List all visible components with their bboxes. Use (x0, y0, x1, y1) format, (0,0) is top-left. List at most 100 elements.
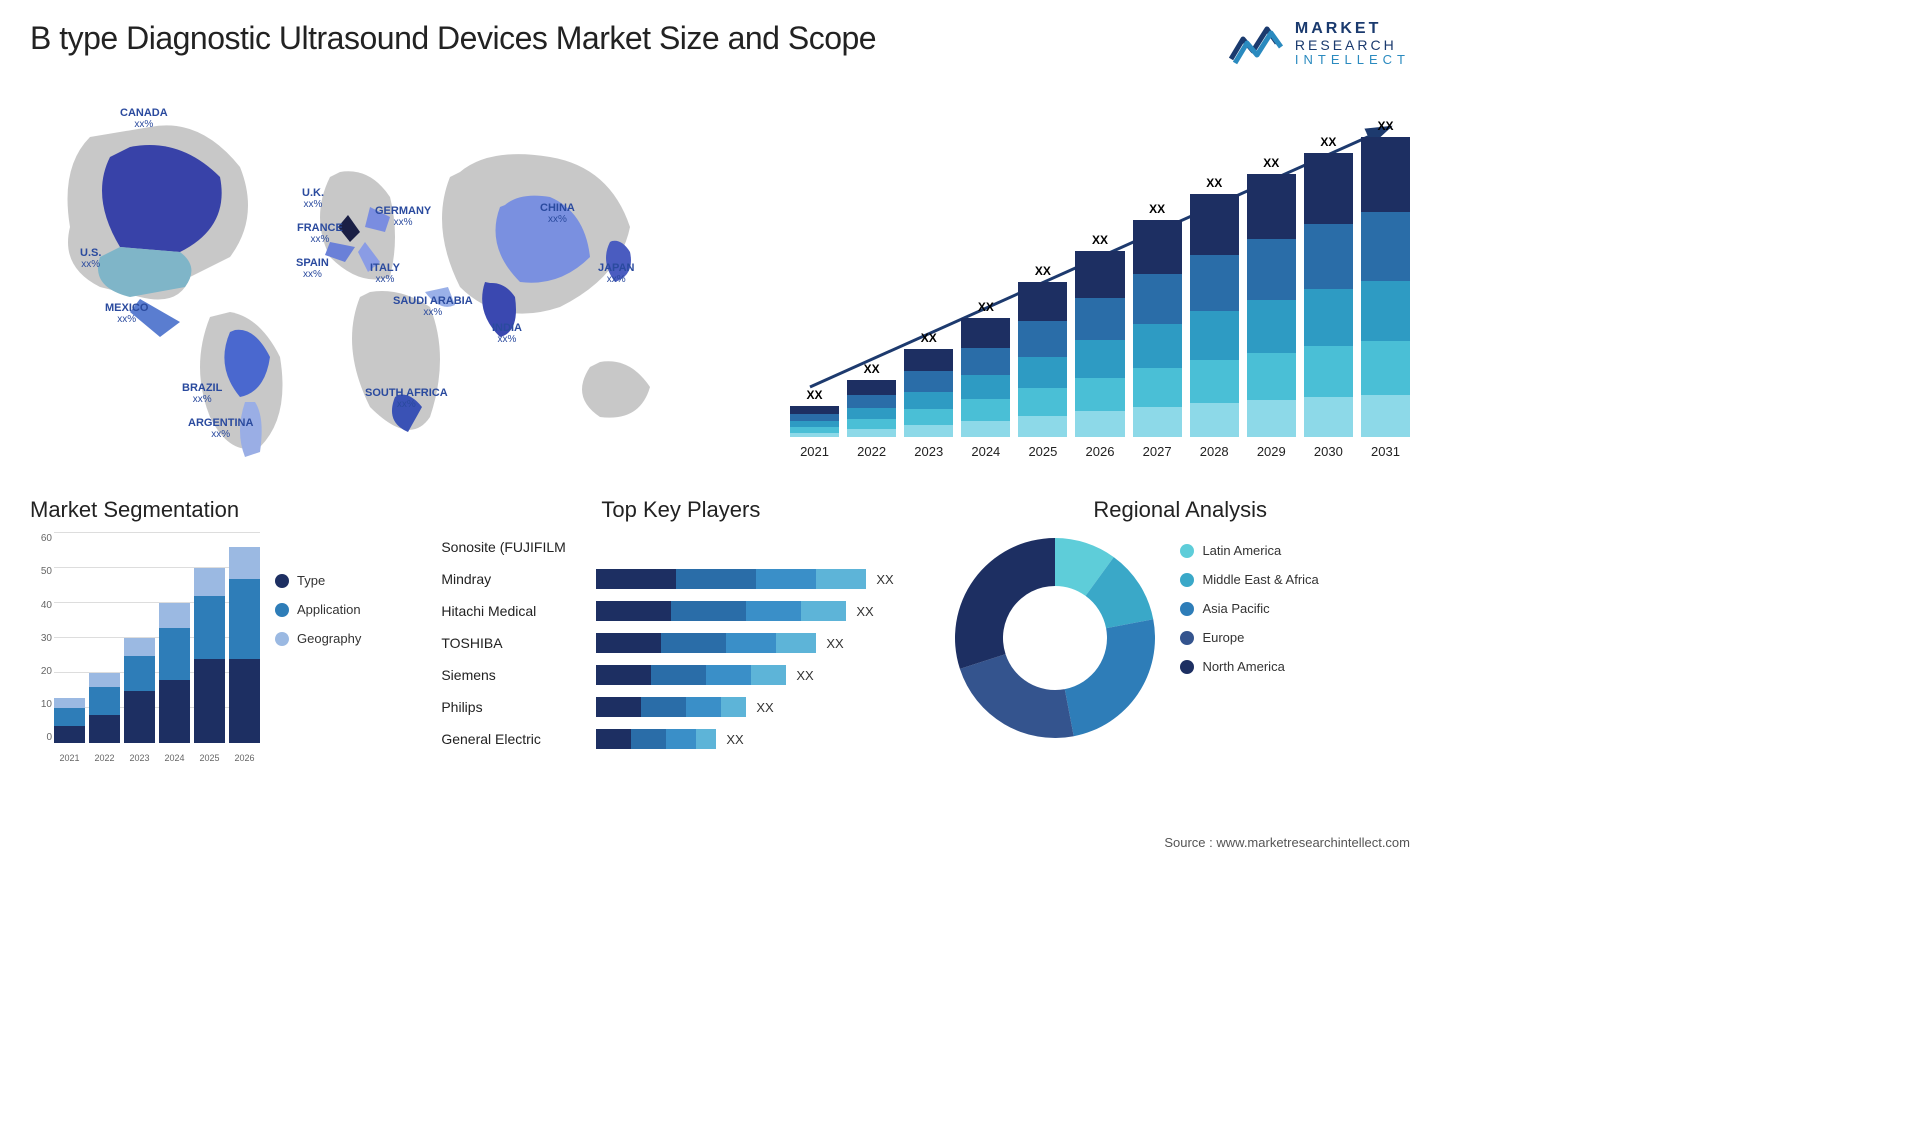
growth-year: 2027 (1133, 444, 1182, 459)
growth-year: 2029 (1247, 444, 1296, 459)
growth-year: 2030 (1304, 444, 1353, 459)
player-name: Sonosite (FUJIFILM (441, 539, 596, 555)
segmentation-title: Market Segmentation (30, 497, 411, 523)
growth-bar-label: XX (978, 300, 994, 314)
map-label: SPAINxx% (296, 257, 329, 280)
growth-bar: XX (961, 300, 1010, 437)
map-label: U.S.xx% (80, 247, 101, 270)
legend-item: Latin America (1180, 543, 1318, 558)
growth-bar: XX (904, 331, 953, 437)
player-name: General Electric (441, 731, 596, 747)
growth-year: 2031 (1361, 444, 1410, 459)
seg-bar (124, 638, 155, 743)
segmentation-legend: Type Application Geography (275, 573, 361, 763)
growth-year: 2025 (1018, 444, 1067, 459)
growth-bar-label: XX (807, 388, 823, 402)
logo-text-1: MARKET (1295, 20, 1410, 38)
growth-year: 2028 (1190, 444, 1239, 459)
player-name: Siemens (441, 667, 596, 683)
page-title: B type Diagnostic Ultrasound Devices Mar… (30, 20, 876, 57)
map-label: ARGENTINAxx% (188, 417, 253, 440)
seg-bar (54, 698, 85, 744)
world-map-panel: CANADAxx% U.S.xx% MEXICOxx% BRAZILxx% ARGENT… (30, 87, 760, 467)
map-label: MEXICOxx% (105, 302, 148, 325)
map-label: CANADAxx% (120, 107, 168, 130)
growth-bar: XX (1247, 156, 1296, 438)
growth-bar: XX (1190, 176, 1239, 437)
growth-year: 2023 (904, 444, 953, 459)
donut-slice (960, 654, 1074, 738)
growth-bar-label: XX (1149, 202, 1165, 216)
legend-item: Asia Pacific (1180, 601, 1318, 616)
player-value: XX (876, 572, 893, 587)
map-label: FRANCExx% (297, 222, 343, 245)
player-name: TOSHIBA (441, 635, 596, 651)
legend-item: Europe (1180, 630, 1318, 645)
legend-item: Type (275, 573, 361, 588)
legend-item: North America (1180, 659, 1318, 674)
growth-bar: XX (1304, 135, 1353, 437)
legend-item: Middle East & Africa (1180, 572, 1318, 587)
legend-item: Geography (275, 631, 361, 646)
regional-legend: Latin America Middle East & Africa Asia Pa… (1180, 543, 1318, 743)
seg-bar (229, 547, 260, 743)
player-value: XX (756, 700, 773, 715)
seg-bar (89, 673, 120, 743)
growth-bar: XX (1018, 264, 1067, 437)
growth-bar: XX (847, 362, 896, 437)
donut-slice (955, 538, 1055, 669)
growth-chart: XXXXXXXXXXXXXXXXXXXXXX 20212022202320242… (790, 87, 1410, 467)
growth-year: 2022 (847, 444, 896, 459)
growth-bar: XX (1075, 233, 1124, 437)
growth-bar-label: XX (1092, 233, 1108, 247)
players-title: Top Key Players (441, 497, 920, 523)
player-row: Sonosite (FUJIFILM (441, 533, 920, 561)
player-value: XX (726, 732, 743, 747)
growth-bar: XX (1133, 202, 1182, 437)
regional-title: Regional Analysis (950, 497, 1410, 523)
seg-bar (194, 568, 225, 743)
player-row: TOSHIBA XX (441, 629, 920, 657)
growth-bar-label: XX (864, 362, 880, 376)
logo-text-2: RESEARCH (1295, 38, 1410, 53)
growth-bar-label: XX (921, 331, 937, 345)
player-value: XX (826, 636, 843, 651)
segmentation-chart: 0102030405060 202120222023202420252026 (30, 533, 260, 763)
growth-bar-label: XX (1035, 264, 1051, 278)
player-row: Philips XX (441, 693, 920, 721)
player-row: Siemens XX (441, 661, 920, 689)
map-label: SOUTH AFRICAxx% (365, 387, 448, 410)
growth-bar-label: XX (1263, 156, 1279, 170)
player-value: XX (796, 668, 813, 683)
map-label: SAUDI ARABIAxx% (393, 295, 473, 318)
map-label: U.K.xx% (302, 187, 324, 210)
player-name: Philips (441, 699, 596, 715)
source-text: Source : www.marketresearchintellect.com (1164, 835, 1410, 850)
growth-bar: XX (790, 388, 839, 437)
brand-logo: MARKET RESEARCH INTELLECT (1229, 20, 1410, 67)
map-label: CHINAxx% (540, 202, 575, 225)
regional-donut (950, 533, 1160, 743)
map-label: GERMANYxx% (375, 205, 431, 228)
players-panel: Top Key Players Sonosite (FUJIFILM Mindra… (441, 497, 920, 763)
segmentation-panel: Market Segmentation 0102030405060 202120… (30, 497, 411, 763)
map-label: BRAZILxx% (182, 382, 222, 405)
growth-bar: XX (1361, 119, 1410, 437)
player-row: General Electric XX (441, 725, 920, 753)
player-row: Mindray XX (441, 565, 920, 593)
legend-item: Application (275, 602, 361, 617)
growth-bar-label: XX (1206, 176, 1222, 190)
player-value: XX (856, 604, 873, 619)
growth-bar-label: XX (1377, 119, 1393, 133)
regional-panel: Regional Analysis Latin America Middle Ea… (950, 497, 1410, 763)
seg-bar (159, 603, 190, 743)
map-label: INDIAxx% (492, 322, 522, 345)
growth-year: 2021 (790, 444, 839, 459)
player-name: Mindray (441, 571, 596, 587)
player-row: Hitachi Medical XX (441, 597, 920, 625)
map-label: ITALYxx% (370, 262, 400, 285)
player-name: Hitachi Medical (441, 603, 596, 619)
donut-slice (1065, 620, 1155, 737)
map-label: JAPANxx% (598, 262, 634, 285)
growth-bar-label: XX (1320, 135, 1336, 149)
